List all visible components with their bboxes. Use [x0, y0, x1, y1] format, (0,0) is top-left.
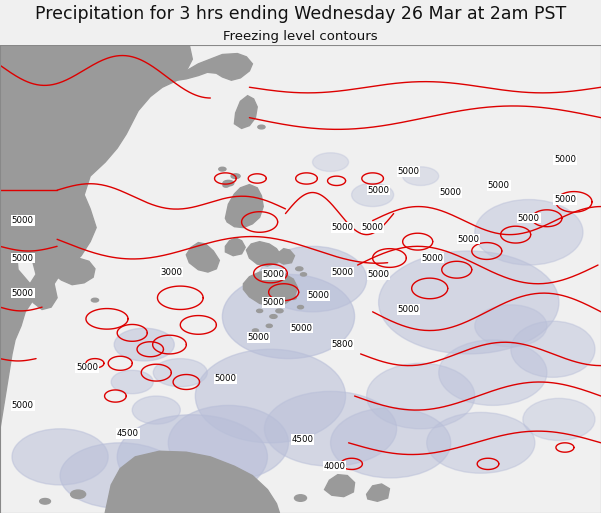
Ellipse shape [258, 246, 367, 312]
Polygon shape [325, 475, 355, 497]
Text: 5000: 5000 [422, 253, 444, 263]
Polygon shape [225, 238, 245, 255]
Text: 5000: 5000 [76, 364, 98, 372]
Text: 5000: 5000 [263, 270, 284, 279]
Polygon shape [246, 242, 281, 266]
Polygon shape [276, 249, 294, 264]
Text: 5000: 5000 [263, 298, 284, 307]
Ellipse shape [313, 153, 349, 171]
Ellipse shape [114, 328, 174, 361]
Ellipse shape [257, 309, 263, 312]
Polygon shape [243, 271, 297, 306]
Ellipse shape [439, 340, 547, 405]
Text: 5000: 5000 [12, 253, 34, 263]
Ellipse shape [223, 181, 234, 186]
Ellipse shape [71, 490, 86, 499]
Text: 5000: 5000 [362, 223, 383, 232]
Text: 5000: 5000 [215, 374, 236, 383]
Ellipse shape [523, 399, 595, 441]
Text: 5000: 5000 [291, 324, 313, 333]
Ellipse shape [222, 274, 355, 359]
Ellipse shape [12, 429, 108, 485]
Text: 5000: 5000 [518, 214, 540, 223]
Text: 5000: 5000 [332, 223, 353, 232]
Text: 5800: 5800 [332, 340, 353, 349]
Text: 4500: 4500 [117, 429, 139, 438]
Polygon shape [0, 195, 33, 429]
Ellipse shape [219, 167, 226, 171]
Ellipse shape [290, 296, 296, 300]
Ellipse shape [91, 298, 99, 302]
Ellipse shape [252, 329, 258, 332]
Ellipse shape [352, 183, 394, 207]
Ellipse shape [231, 174, 240, 179]
Text: 5000: 5000 [440, 188, 462, 197]
Ellipse shape [475, 200, 583, 265]
Polygon shape [225, 185, 263, 228]
Ellipse shape [258, 125, 265, 129]
Polygon shape [234, 95, 257, 128]
Polygon shape [105, 451, 279, 513]
Ellipse shape [264, 391, 397, 466]
Ellipse shape [153, 359, 207, 387]
Ellipse shape [297, 306, 304, 309]
Text: 4500: 4500 [291, 435, 313, 444]
Text: Freezing level contours: Freezing level contours [223, 30, 378, 43]
Ellipse shape [60, 443, 180, 508]
Text: 5000: 5000 [488, 181, 510, 190]
Text: 5000: 5000 [368, 270, 389, 279]
Text: Precipitation for 3 hrs ending Wednesday 26 Mar at 2am PST: Precipitation for 3 hrs ending Wednesday… [35, 6, 566, 24]
Ellipse shape [331, 408, 451, 478]
Ellipse shape [379, 251, 559, 354]
Polygon shape [186, 243, 219, 272]
Ellipse shape [511, 321, 595, 378]
Polygon shape [54, 258, 95, 285]
Ellipse shape [367, 363, 475, 429]
Ellipse shape [132, 396, 180, 424]
Ellipse shape [266, 324, 272, 327]
Ellipse shape [270, 314, 277, 319]
Ellipse shape [223, 184, 229, 187]
Text: 5000: 5000 [12, 216, 34, 225]
Ellipse shape [276, 309, 283, 313]
Text: 5000: 5000 [554, 195, 576, 204]
Text: 5000: 5000 [12, 289, 34, 298]
Text: 5000: 5000 [398, 305, 419, 314]
Text: 5000: 5000 [248, 333, 269, 342]
Text: 5000: 5000 [554, 155, 576, 164]
Text: 5000: 5000 [398, 167, 419, 176]
Polygon shape [177, 53, 252, 80]
Text: 5000: 5000 [12, 401, 34, 410]
Text: 3000: 3000 [160, 268, 182, 277]
Ellipse shape [300, 273, 307, 276]
Text: 5000: 5000 [332, 268, 353, 277]
Ellipse shape [117, 415, 267, 499]
Text: 5000: 5000 [308, 291, 329, 300]
Text: 5000: 5000 [458, 235, 480, 244]
Polygon shape [367, 484, 389, 501]
Polygon shape [0, 45, 192, 309]
Text: 5000: 5000 [368, 186, 389, 194]
Ellipse shape [195, 349, 346, 443]
Ellipse shape [40, 499, 50, 504]
Ellipse shape [475, 305, 547, 347]
Ellipse shape [403, 167, 439, 186]
Ellipse shape [168, 405, 288, 480]
Ellipse shape [294, 495, 307, 501]
Text: 4000: 4000 [324, 462, 346, 471]
Ellipse shape [111, 370, 153, 393]
Ellipse shape [427, 412, 535, 473]
Ellipse shape [296, 267, 303, 271]
